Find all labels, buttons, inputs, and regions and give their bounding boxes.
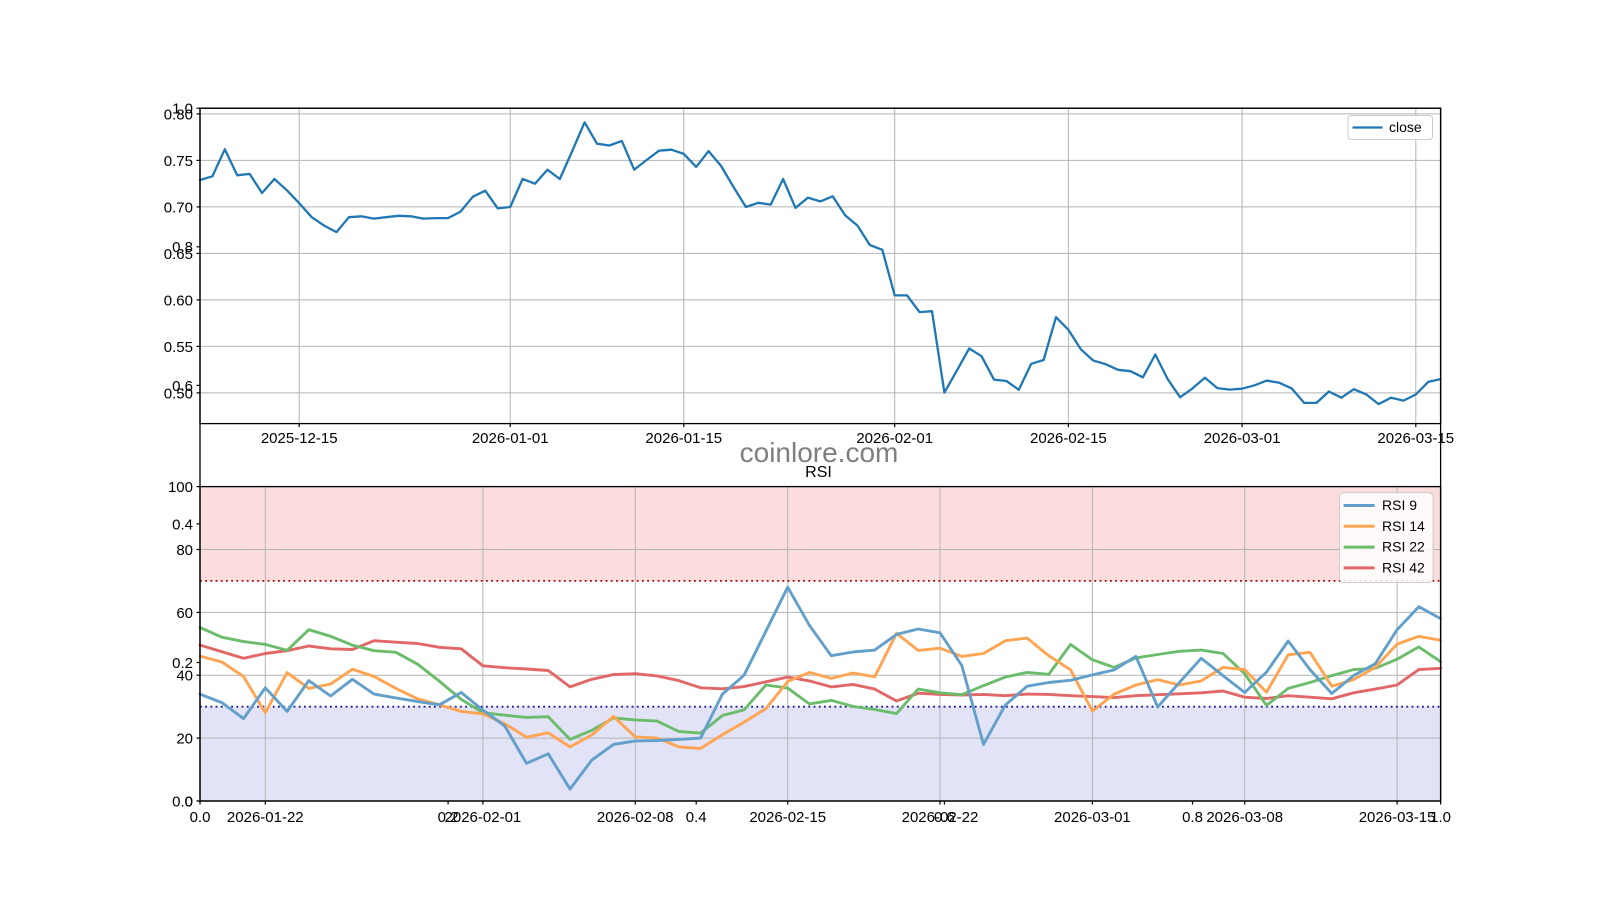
- svg-text:2026-02-15: 2026-02-15: [749, 809, 826, 826]
- svg-text:0.75: 0.75: [164, 153, 193, 170]
- svg-text:0.0: 0.0: [190, 809, 211, 826]
- svg-text:0.2: 0.2: [438, 809, 459, 826]
- svg-text:0.65: 0.65: [164, 246, 193, 263]
- svg-text:2025-12-15: 2025-12-15: [261, 430, 338, 447]
- svg-text:2026-02-01: 2026-02-01: [856, 430, 933, 447]
- svg-text:0.8: 0.8: [172, 239, 193, 256]
- svg-text:2026-02-22: 2026-02-22: [902, 809, 979, 826]
- svg-text:0.70: 0.70: [164, 199, 193, 216]
- svg-text:1.0: 1.0: [1430, 809, 1451, 826]
- svg-text:RSI 14: RSI 14: [1382, 518, 1425, 534]
- svg-text:0.4: 0.4: [172, 516, 193, 533]
- svg-text:2026-03-01: 2026-03-01: [1204, 430, 1281, 447]
- svg-text:0.0: 0.0: [172, 793, 193, 810]
- svg-text:0.6: 0.6: [934, 809, 955, 826]
- svg-text:RSI: RSI: [805, 464, 832, 481]
- svg-text:80: 80: [176, 542, 193, 559]
- svg-text:2026-03-15: 2026-03-15: [1359, 809, 1436, 826]
- svg-text:100: 100: [168, 479, 193, 496]
- svg-text:2026-02-01: 2026-02-01: [445, 809, 522, 826]
- svg-text:0.2: 0.2: [172, 655, 193, 672]
- svg-text:0.80: 0.80: [164, 106, 193, 123]
- svg-text:2026-02-15: 2026-02-15: [1030, 430, 1107, 447]
- svg-text:0.4: 0.4: [686, 809, 707, 826]
- svg-text:2026-02-08: 2026-02-08: [597, 809, 674, 826]
- svg-text:0.50: 0.50: [164, 385, 193, 402]
- svg-text:0.6: 0.6: [172, 378, 193, 395]
- svg-text:1.0: 1.0: [172, 101, 193, 118]
- svg-text:2026-03-01: 2026-03-01: [1054, 809, 1131, 826]
- svg-text:close: close: [1389, 119, 1422, 135]
- svg-text:20: 20: [176, 731, 193, 748]
- svg-text:2026-01-22: 2026-01-22: [227, 809, 304, 826]
- svg-text:0.60: 0.60: [164, 292, 193, 309]
- svg-text:60: 60: [176, 605, 193, 622]
- svg-text:2026-03-08: 2026-03-08: [1206, 809, 1283, 826]
- svg-text:RSI 22: RSI 22: [1382, 539, 1425, 555]
- svg-text:RSI 42: RSI 42: [1382, 559, 1425, 575]
- svg-text:2026-01-15: 2026-01-15: [645, 430, 722, 447]
- svg-text:2026-03-15: 2026-03-15: [1377, 430, 1454, 447]
- svg-text:coinlore.com: coinlore.com: [740, 437, 899, 468]
- svg-text:0.55: 0.55: [164, 339, 193, 356]
- svg-text:2026-01-01: 2026-01-01: [472, 430, 549, 447]
- svg-text:0.8: 0.8: [1182, 809, 1203, 826]
- svg-text:0: 0: [185, 793, 193, 810]
- svg-text:40: 40: [176, 668, 193, 685]
- svg-text:RSI 9: RSI 9: [1382, 497, 1417, 513]
